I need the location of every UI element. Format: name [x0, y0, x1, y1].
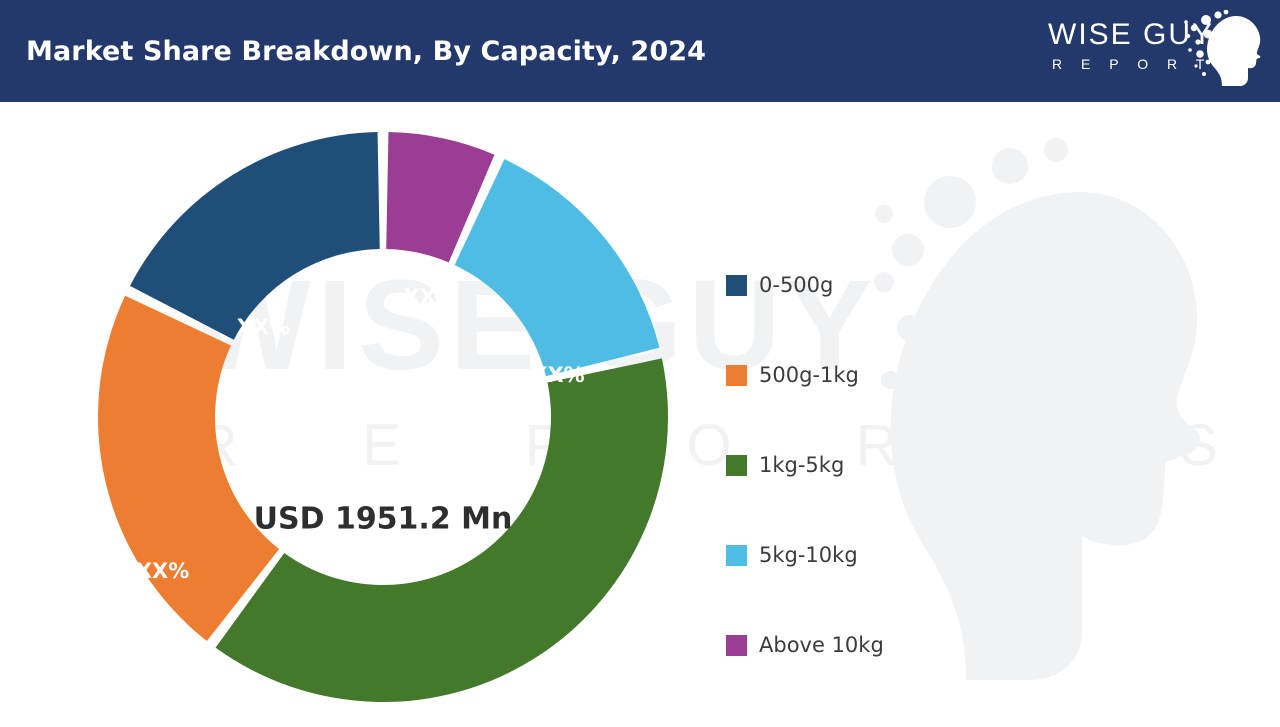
- legend-item[interactable]: 1kg-5kg: [726, 420, 1026, 510]
- legend-swatch-icon: [726, 634, 747, 656]
- legend-swatch-icon: [726, 364, 747, 386]
- donut-chart-svg: [98, 132, 668, 702]
- legend-item-label: Above 10kg: [759, 633, 884, 657]
- legend-item-label: 500g-1kg: [759, 363, 859, 387]
- donut-slice[interactable]: [129, 132, 380, 340]
- donut-slice[interactable]: [386, 132, 495, 263]
- legend-item[interactable]: 0-500g: [726, 240, 1026, 330]
- donut-slice-label: XX%: [531, 363, 585, 388]
- donut-slice[interactable]: [98, 295, 280, 642]
- legend-item-label: 5kg-10kg: [759, 543, 858, 567]
- legend-item[interactable]: 500g-1kg: [726, 330, 1026, 420]
- legend-swatch-icon: [726, 544, 747, 566]
- legend-item-label: 0-500g: [759, 273, 834, 297]
- donut-slices: [98, 132, 668, 702]
- donut-slice[interactable]: [215, 358, 668, 702]
- page-title: Market Share Breakdown, By Capacity, 202…: [26, 35, 706, 67]
- legend-item[interactable]: Above 10kg: [726, 600, 1026, 690]
- legend-swatch-icon: [726, 274, 747, 296]
- donut-slice-label: 38.9%: [473, 702, 547, 727]
- logo-tagline: R E P O R T S: [1052, 56, 1240, 72]
- legend-swatch-icon: [726, 454, 747, 476]
- head-profile-dots-icon: [1184, 10, 1261, 86]
- donut-chart: USD 1951.2 Mn XX% XX% 38.9% XX% XX%: [0, 102, 720, 727]
- donut-slice[interactable]: [454, 159, 660, 377]
- donut-slice-label: XX%: [135, 559, 190, 584]
- donut-center-label: USD 1951.2 Mn: [253, 501, 513, 537]
- chart-legend: 0-500g 500g-1kg 1kg-5kg 5kg-10kg Above 10kg: [726, 240, 1026, 690]
- legend-item-label: 1kg-5kg: [759, 453, 845, 477]
- donut-slice-label: XX%: [236, 314, 291, 339]
- brand-logo: WISE GUY R E P O R T S: [1042, 8, 1272, 94]
- donut-slice-label: XX%: [403, 285, 458, 310]
- page-header: Market Share Breakdown, By Capacity, 202…: [0, 0, 1280, 102]
- logo-wordmark: WISE GUY: [1048, 18, 1215, 51]
- legend-item[interactable]: 5kg-10kg: [726, 510, 1026, 600]
